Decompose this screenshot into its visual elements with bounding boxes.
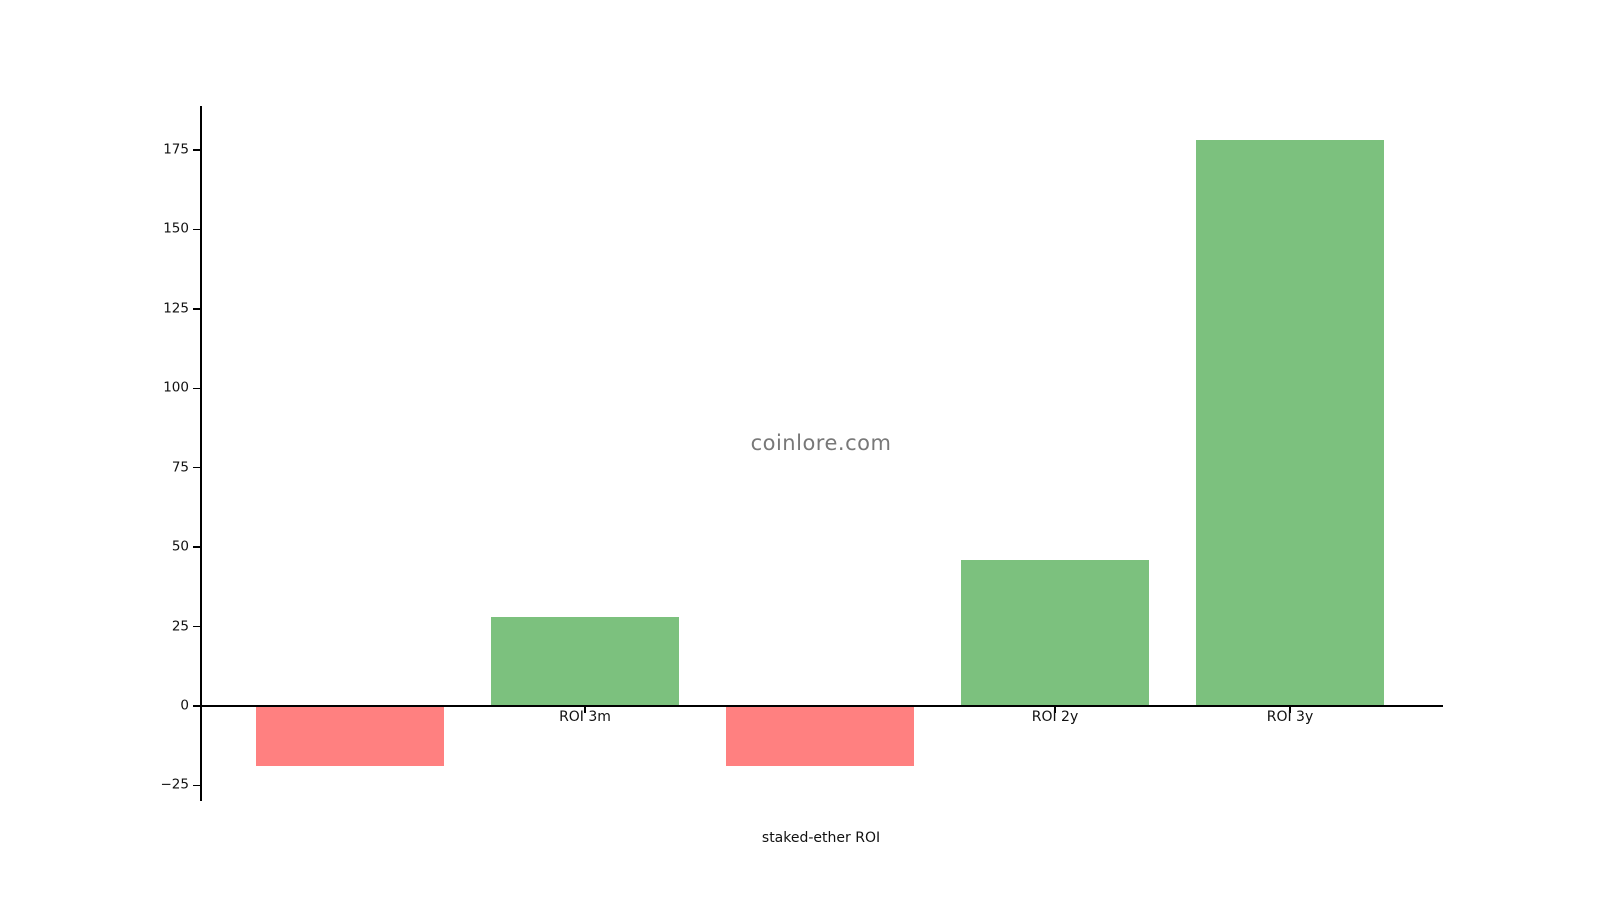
y-tick-label: 75 <box>171 458 189 475</box>
x-tick-label: ROI 3y <box>1266 709 1314 725</box>
bar-roi-2y <box>961 559 1149 706</box>
x-axis-title: staked-ether ROI <box>761 830 881 846</box>
y-tick-label: 0 <box>180 697 189 714</box>
x-tick-mark <box>1054 706 1056 713</box>
y-tick-label: 175 <box>163 141 189 158</box>
x-tick-label: ROI 3m <box>559 709 611 725</box>
x-tick-label: ROI 2y <box>1031 709 1079 725</box>
bar <box>256 706 444 767</box>
zero-axis-line <box>200 705 1443 707</box>
y-tick-mark <box>193 308 200 310</box>
y-tick-mark <box>193 149 200 151</box>
y-tick-mark <box>193 705 200 707</box>
bar-roi-3m <box>491 617 679 706</box>
watermark: coinlore.com <box>750 431 892 455</box>
x-tick-mark <box>1289 706 1291 713</box>
x-tick-mark <box>584 706 586 713</box>
y-tick-mark <box>193 228 200 231</box>
y-tick-mark <box>193 546 200 548</box>
bar <box>726 706 914 767</box>
y-tick-mark <box>193 625 200 628</box>
y-axis-line <box>200 106 202 801</box>
y-tick-label: 25 <box>171 617 189 634</box>
y-tick-mark <box>193 784 200 787</box>
y-tick-mark <box>193 387 200 390</box>
y-tick-label: 100 <box>163 379 189 396</box>
bar-roi-3y <box>1196 140 1384 706</box>
y-tick-label: 125 <box>163 300 189 317</box>
y-tick-label: 50 <box>171 538 189 555</box>
y-tick-label: 150 <box>163 220 189 237</box>
y-tick-mark <box>193 466 200 469</box>
y-tick-label: −25 <box>160 776 190 793</box>
